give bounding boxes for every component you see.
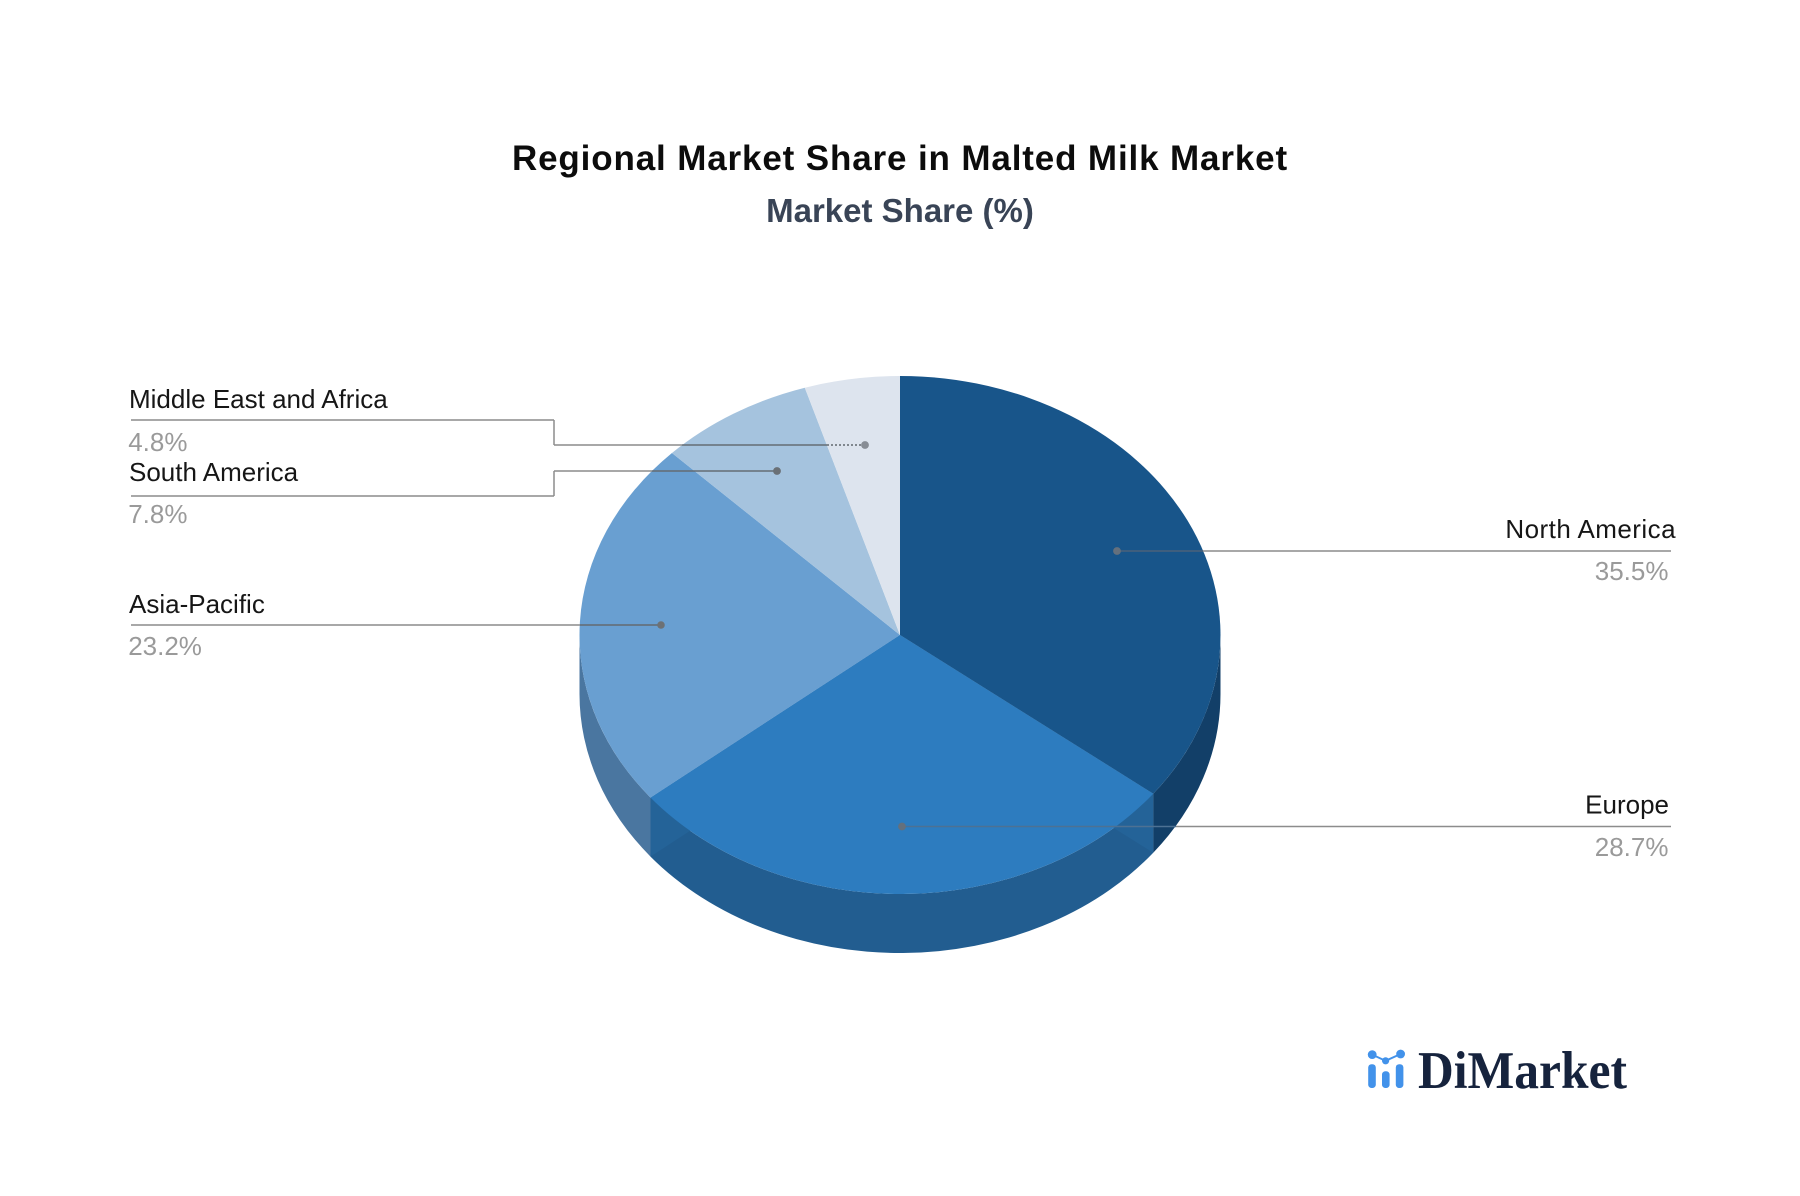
svg-text:Middle East and Africa: Middle East and Africa [129, 384, 388, 414]
svg-text:23.2%: 23.2% [128, 631, 202, 661]
svg-text:28.7%: 28.7% [1595, 832, 1669, 862]
svg-text:7.8%: 7.8% [128, 499, 187, 529]
svg-text:35.5%: 35.5% [1595, 556, 1669, 586]
svg-text:DiMarket: DiMarket [1418, 1042, 1627, 1100]
svg-text:North America: North America [1505, 514, 1676, 544]
svg-text:Europe: Europe [1585, 790, 1669, 820]
svg-text:South America: South America [129, 457, 299, 487]
svg-text:4.8%: 4.8% [128, 427, 187, 457]
svg-text:Market Share (%): Market Share (%) [766, 192, 1034, 229]
svg-text:Asia-Pacific: Asia-Pacific [129, 589, 265, 619]
svg-text:Regional Market Share in Malte: Regional Market Share in Malted Milk Mar… [512, 139, 1288, 178]
